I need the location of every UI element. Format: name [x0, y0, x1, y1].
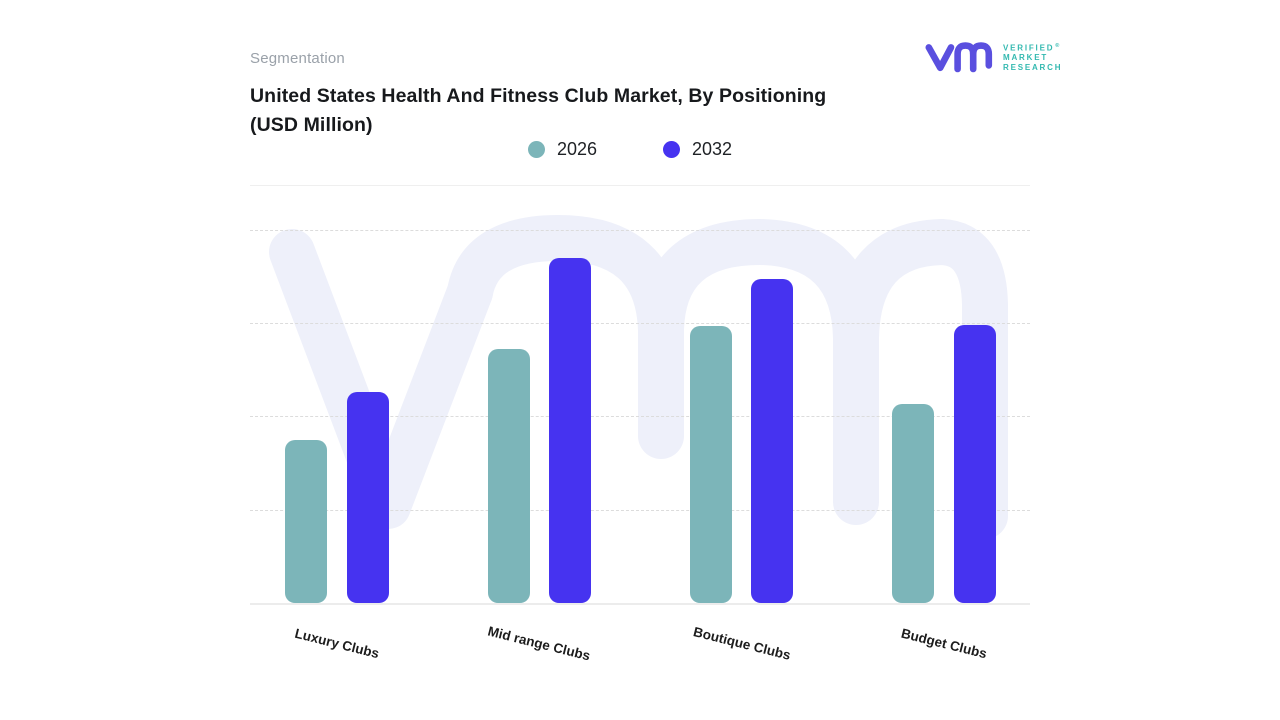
logo-word-verified: VERIFIED [1003, 43, 1055, 53]
legend-label-2026: 2026 [556, 138, 597, 159]
legend-label-2032: 2032 [692, 138, 733, 159]
bar-2026-boutique-clubs [689, 325, 732, 603]
x-axis-label-luxury-clubs: Luxury Clubs [293, 625, 381, 662]
segmentation-label: Segmentation [250, 50, 345, 67]
logo-wordmark: VERIFIED® MARKET RESEARCH [1003, 41, 1062, 74]
bar-2032-budget-clubs [953, 324, 996, 603]
gridline [250, 509, 1030, 511]
gridline [250, 416, 1030, 418]
registered-trademark-icon: ® [1055, 42, 1060, 49]
chart-title-line1: United States Health And Fitness Club Ma… [250, 85, 827, 107]
x-axis-line [250, 603, 1030, 605]
chart-title-line2: (USD Million) [250, 114, 373, 136]
gridline [250, 323, 1030, 325]
logo-word-market: MARKET [1003, 53, 1049, 63]
x-axis-label-budget-clubs: Budget Clubs [899, 625, 989, 662]
legend-item-2032: 2032 [663, 139, 732, 160]
vmr-logo: VERIFIED® MARKET RESEARCH [924, 36, 1062, 78]
bar-2032-mid-range-clubs [549, 257, 592, 603]
legend-swatch-icon-2026 [527, 140, 545, 158]
x-axis-label-boutique-clubs: Boutique Clubs [691, 624, 792, 663]
bar-2026-budget-clubs [892, 404, 935, 603]
bar-2026-luxury-clubs [285, 439, 328, 603]
legend-item-2026: 2026 [527, 138, 597, 160]
header-divider [250, 185, 1030, 186]
bar-2032-boutique-clubs [751, 279, 794, 603]
legend: 2026 2032 [250, 136, 1010, 162]
legend-swatch-icon-2032 [663, 140, 680, 158]
bar-2032-luxury-clubs [346, 392, 389, 603]
x-axis-label-mid-range-clubs: Mid range Clubs [486, 623, 593, 664]
vm-monogram-icon [925, 42, 993, 73]
logo-word-research: RESEARCH [1003, 63, 1063, 73]
chart-title: United States Health And Fitness Club Ma… [250, 82, 910, 140]
gridline [250, 229, 1030, 231]
bar-2026-mid-range-clubs [487, 349, 530, 603]
